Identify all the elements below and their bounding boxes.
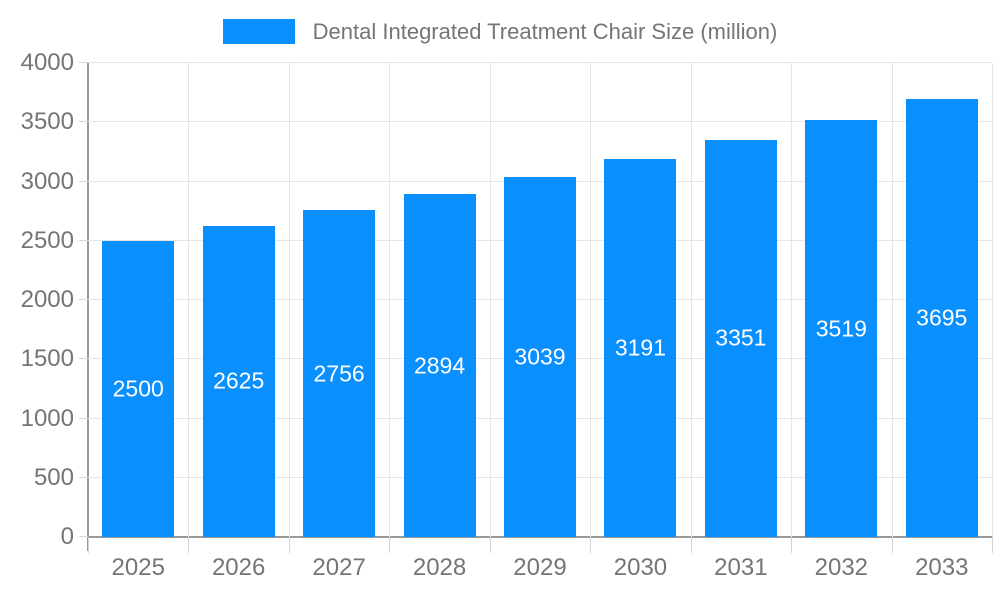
bar-2025[interactable]: 2500 <box>102 240 175 537</box>
x-axis-tick-mark <box>288 537 290 553</box>
gridline-v <box>992 63 993 537</box>
x-axis-tick-mark <box>389 537 391 553</box>
bar-2029[interactable]: 3039 <box>503 176 576 537</box>
legend-label: Dental Integrated Treatment Chair Size (… <box>312 18 778 44</box>
bar-2026[interactable]: 2625 <box>202 225 275 537</box>
y-axis-tick-label: 1000 <box>20 404 74 432</box>
bar-value-label: 2894 <box>413 352 466 379</box>
y-axis-tick-mark <box>79 239 88 241</box>
bar-value-label: 3039 <box>514 343 566 370</box>
x-axis-tick-label: 2033 <box>915 554 969 581</box>
legend-swatch-icon <box>222 18 295 44</box>
bar-slot: 2756 <box>289 63 389 537</box>
bar-slot: 3351 <box>691 63 791 537</box>
x-axis-tick-mark <box>690 537 692 553</box>
gridline-v <box>389 63 391 537</box>
x-axis-tick-mark <box>791 537 793 553</box>
x-axis-tick-label: 2030 <box>613 554 668 581</box>
gridline-h <box>88 62 992 63</box>
x-axis-tick-label: 2032 <box>814 554 869 581</box>
bar-slot: 2625 <box>188 63 288 537</box>
legend-item[interactable]: Dental Integrated Treatment Chair Size (… <box>0 16 1000 46</box>
gridline-v <box>590 63 592 537</box>
bar-2032[interactable]: 3519 <box>805 120 878 537</box>
y-axis-tick-mark <box>79 417 88 419</box>
bar-slot: 3519 <box>791 63 891 537</box>
x-axis-tick-label: 2031 <box>714 554 768 581</box>
bar-value-label: 3695 <box>916 304 968 331</box>
bar-2030[interactable]: 3191 <box>604 158 677 537</box>
y-axis-tick-label: 2000 <box>20 286 74 313</box>
gridline-v <box>791 63 793 537</box>
y-axis-tick-label: 3500 <box>20 108 74 136</box>
bar-slot: 2894 <box>389 63 489 537</box>
y-axis-tick-label: 0 <box>60 523 74 550</box>
x-axis-labels: 2025 2026 2027 2028 2029 2030 2031 2032 2033 <box>88 554 992 585</box>
bar-value-label: 3351 <box>715 324 767 351</box>
x-axis-tick-mark <box>891 537 893 553</box>
bar-value-label: 2756 <box>313 360 365 387</box>
y-axis-tick-mark <box>79 180 88 182</box>
y-axis-tick-label: 3000 <box>20 167 74 195</box>
gridline-v <box>690 63 692 537</box>
x-axis-tick-label: 2026 <box>211 554 266 581</box>
y-axis-tick-label: 2500 <box>20 226 74 254</box>
bar-slot: 2500 <box>88 63 188 537</box>
y-axis-tick-label: 4000 <box>20 49 74 76</box>
gridline-v <box>188 63 190 537</box>
bar-slot: 3191 <box>590 63 690 537</box>
y-axis-tick-mark <box>79 62 88 63</box>
x-axis-tick-mark <box>88 537 89 553</box>
y-axis-tick-mark <box>79 536 88 537</box>
bar-slot: 3039 <box>490 63 590 537</box>
bar-value-label: 3519 <box>815 315 867 341</box>
gridline-v <box>489 63 491 537</box>
bar-2031[interactable]: 3351 <box>704 139 777 537</box>
gridline-v <box>891 63 893 537</box>
x-axis-tick-mark <box>188 537 190 553</box>
y-axis-tick-mark <box>79 358 88 360</box>
bar-slot: 3695 <box>892 63 992 537</box>
bar-2033[interactable]: 3695 <box>905 99 978 537</box>
y-axis-line <box>87 63 89 551</box>
x-axis-tick-mark <box>489 537 491 553</box>
bar-2027[interactable]: 2756 <box>303 210 376 537</box>
x-axis-tick-label: 2029 <box>513 554 567 581</box>
y-axis-tick-mark <box>79 299 88 300</box>
bar-value-label: 2625 <box>213 367 265 394</box>
gridline-h <box>88 121 992 123</box>
x-axis-tick-label: 2027 <box>312 554 366 581</box>
bar-value-label: 2500 <box>112 375 164 402</box>
bar-value-label: 3191 <box>614 334 667 361</box>
plot-area: 2500 2625 2756 2894 3039 3191 3351 3519 3695 <box>79 62 993 553</box>
x-axis-tick-label: 2025 <box>111 554 165 581</box>
x-axis-tick-label: 2028 <box>412 554 467 581</box>
y-axis-tick-label: 1500 <box>20 345 74 373</box>
x-axis-line <box>88 536 992 538</box>
bar-2028[interactable]: 2894 <box>403 194 476 537</box>
gridline-v <box>288 63 290 537</box>
y-axis-tick-label: 500 <box>33 463 74 491</box>
y-axis-labels: 0 500 1000 1500 2000 2500 3000 3500 4000 <box>0 51 74 549</box>
y-axis-tick-mark <box>79 121 88 123</box>
x-axis-tick-mark <box>590 537 592 553</box>
x-axis-tick-mark <box>992 537 993 553</box>
y-axis-tick-mark <box>79 476 88 478</box>
